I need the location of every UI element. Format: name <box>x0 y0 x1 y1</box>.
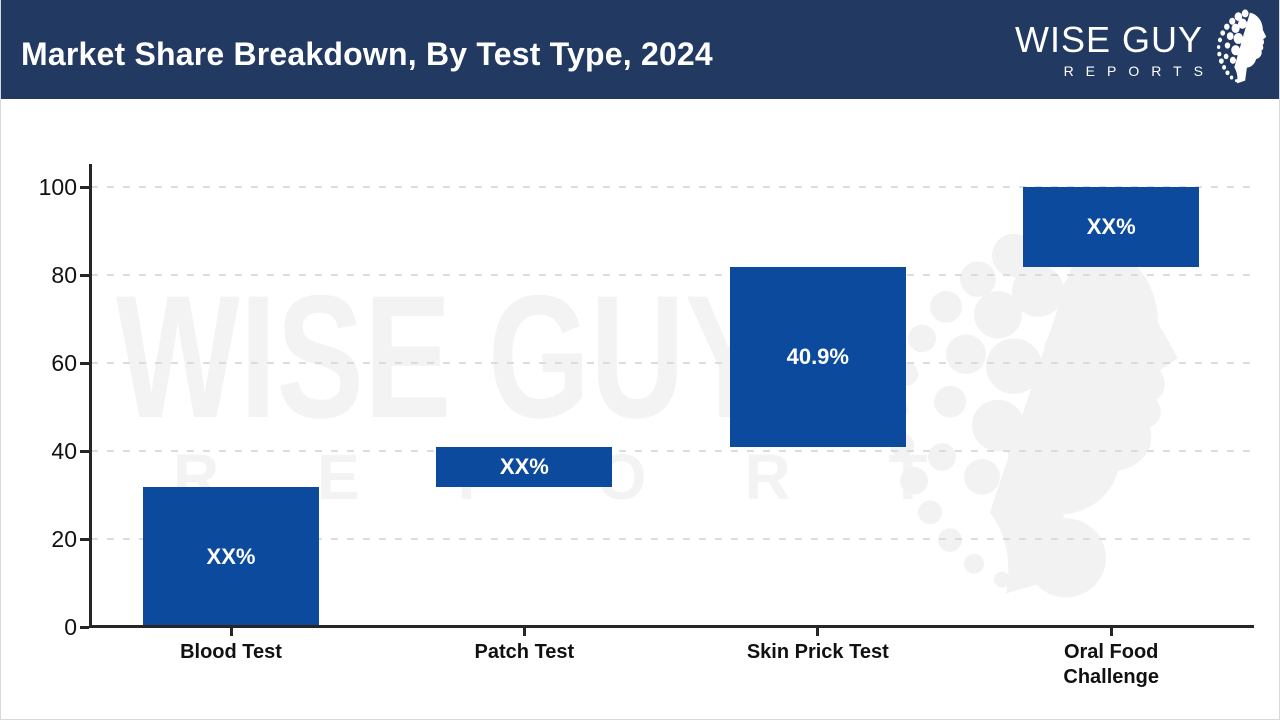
y-tick-label: 0 <box>64 614 77 641</box>
logo-wordmark: WISE GUY <box>1014 19 1203 60</box>
x-tick-label: Oral Food Challenge <box>1063 641 1159 688</box>
gridline-y-80 <box>91 274 1254 277</box>
x-tick-label: Skin Prick Test <box>746 641 889 663</box>
y-tick-label: 20 <box>51 526 77 553</box>
bar-blood-test: XX% <box>143 486 319 628</box>
bar-value-label: 40.9% <box>786 343 849 369</box>
x-tick-4 <box>1109 628 1113 636</box>
gridline-y-60 <box>91 362 1254 365</box>
y-tick-80 <box>80 273 89 277</box>
face-profile-icon <box>1216 9 1267 84</box>
y-tick-100 <box>80 185 89 189</box>
y-tick-label: 100 <box>38 174 77 201</box>
x-tick-label: Blood Test <box>180 641 282 663</box>
y-tick-60 <box>80 361 89 365</box>
bar-value-label: XX% <box>206 544 256 570</box>
y-tick-label: 80 <box>51 262 77 289</box>
wise-guy-logo: WISE GUY REPORTS <box>1015 0 1273 99</box>
watermark-face-icon <box>888 219 1178 598</box>
y-tick-0 <box>80 625 89 629</box>
y-tick-40 <box>80 449 89 453</box>
y-tick-label: 40 <box>51 438 77 465</box>
gridline-y-20 <box>91 538 1254 541</box>
bar-skin-prick-test: 40.9% <box>729 266 906 447</box>
header-band: Market Share Breakdown, By Test Type, 20… <box>1 0 1279 99</box>
bar-oral-food-challenge: XX% <box>1023 187 1200 267</box>
x-tick-2 <box>522 628 526 636</box>
x-axis-line <box>89 625 1254 628</box>
y-axis-line <box>89 164 92 628</box>
bar-value-label: XX% <box>1086 214 1136 240</box>
bar-patch-test: XX% <box>436 446 613 487</box>
x-tick-1 <box>229 628 233 636</box>
gridline-y-100 <box>91 186 1254 189</box>
y-tick-20 <box>80 537 89 541</box>
logo-subtitle: REPORTS <box>1063 63 1215 79</box>
logo-text: WISE GUY REPORTS <box>1014 19 1203 80</box>
x-tick-label: Patch Test <box>474 641 575 663</box>
chart-title: Market Share Breakdown, By Test Type, 20… <box>21 36 713 72</box>
bar-value-label: XX% <box>499 453 549 479</box>
y-tick-label: 60 <box>51 350 77 377</box>
watermark-wordmark: WISE GUY <box>116 260 773 455</box>
x-tick-3 <box>816 628 820 636</box>
gridline-y-40 <box>91 450 1254 453</box>
